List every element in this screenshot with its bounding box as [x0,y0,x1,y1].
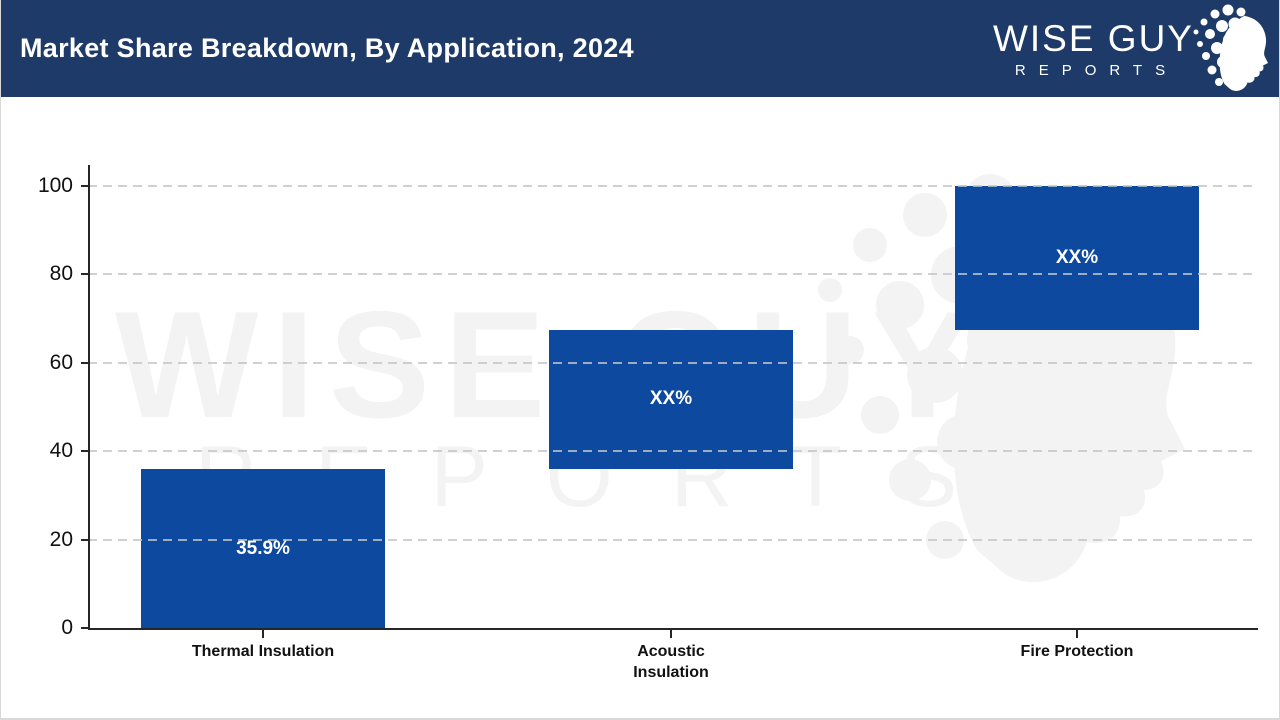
logo-text: WISE GUY REPORTS [993,20,1194,78]
x-tick-thermal-insulation [262,630,264,638]
x-tick-acoustic-insulation [670,630,672,638]
bar-value-label-thermal-insulation: 35.9% [236,537,290,559]
y-tick-label-0: 0 [61,616,73,639]
category-label-fire-protection: Fire Protection [1020,643,1134,660]
logo-subtext: REPORTS [1014,61,1179,79]
y-tick-label-100: 100 [37,174,73,197]
y-tick-label-20: 20 [49,527,73,551]
y-tick-80 [81,273,88,276]
bar-thermal-insulation [141,469,385,628]
gridline-20 [88,538,1258,541]
category-label-thermal-insulation: Thermal Insulation [191,643,335,660]
page-title: Market Share Breakdown, By Application, … [20,33,634,63]
gridline-100 [88,185,1258,187]
y-tick-label-80: 80 [49,262,73,286]
y-tick-100 [81,185,88,187]
gridline-60 [88,361,1258,364]
x-axis [88,628,1258,630]
y-tick-60 [81,361,88,364]
bar-acoustic-insulation [549,329,793,470]
x-tick-fire-protection [1076,630,1078,638]
wise-guy-reports-logo: WISE GUY REPORTS [993,4,1280,94]
y-tick-20 [81,538,88,541]
bar-value-label-acoustic-insulation: XX% [649,388,693,410]
gridline-80 [88,273,1258,276]
bar-fire-protection [955,186,1199,330]
category-label-acoustic-insulation: Acoustic Insulation [633,643,709,681]
bar-value-label-fire-protection: XX% [1055,246,1099,268]
logo-wordmark: WISE GUY [992,17,1194,59]
gridline-40 [88,450,1258,453]
y-tick-40 [81,450,88,453]
y-axis [88,165,90,630]
logo-head-icon [1193,4,1268,91]
watermark-wordmark: WISE GUY [115,280,988,450]
market-share-chart: 0 20 40 60 80 100 35.9% XX% XX% Thermal Insulatio… [0,97,1280,720]
header-band: Market Share Breakdown, By Application, … [0,0,1280,97]
y-tick-0 [81,627,88,629]
y-tick-label-60: 60 [49,350,73,374]
y-tick-label-40: 40 [49,439,73,463]
